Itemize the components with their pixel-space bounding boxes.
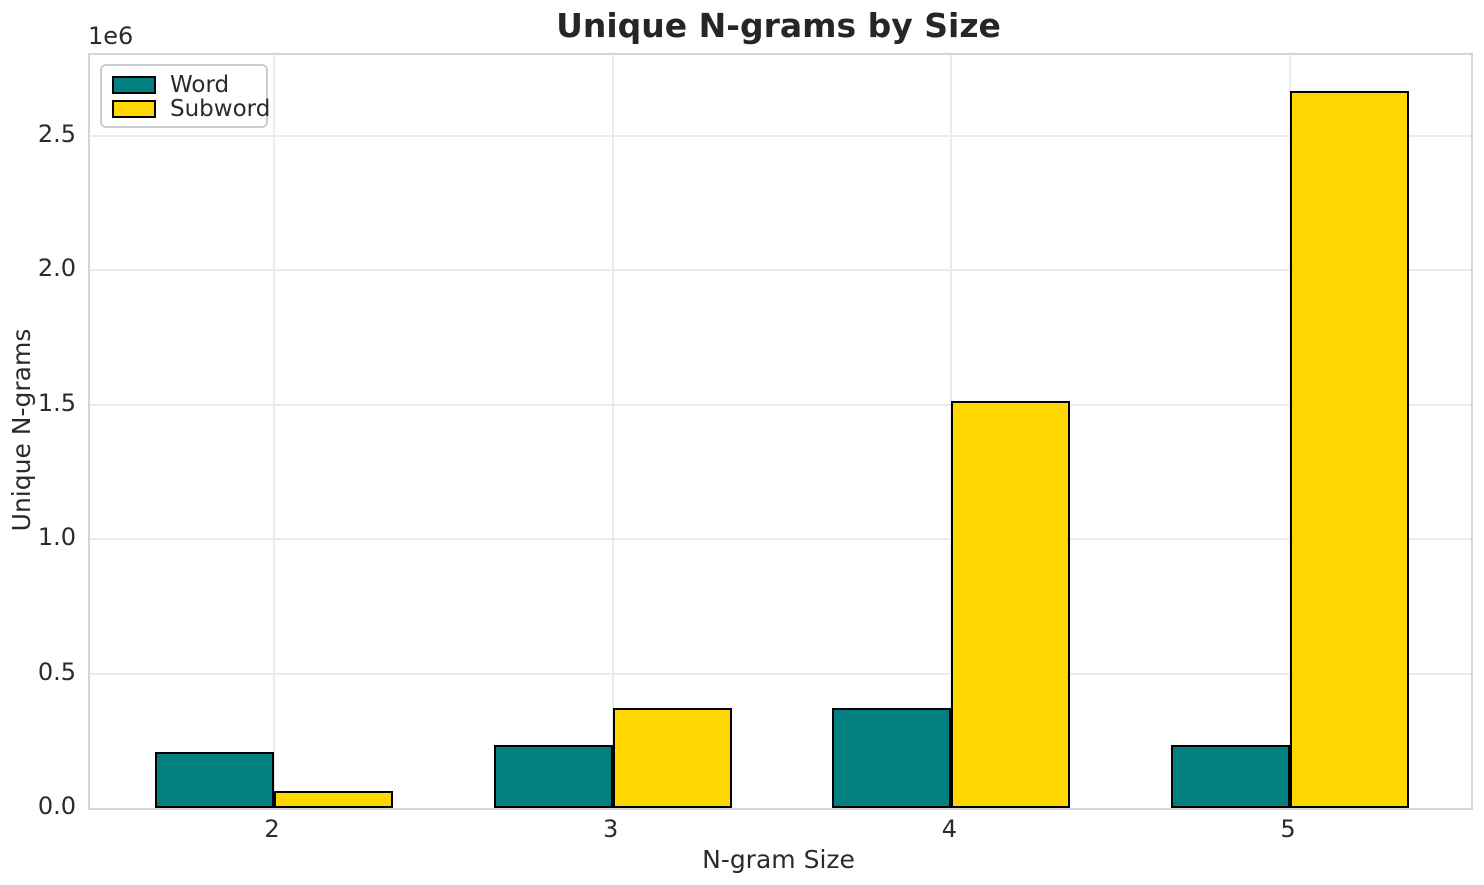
legend-item-word: Word [112, 72, 256, 98]
legend: Word Subword [100, 64, 270, 128]
x-tick-label: 2 [264, 815, 280, 843]
y-tick-label: 1.0 [37, 523, 76, 552]
gridline-v [273, 55, 275, 808]
bar-subword-2 [274, 791, 393, 808]
bar-word-2 [155, 752, 274, 808]
x-tick-label: 4 [941, 815, 957, 843]
y-tick-label: 2.5 [37, 119, 76, 148]
bar-word-3 [493, 745, 613, 808]
bar-word-5 [1171, 745, 1290, 808]
legend-swatch-word [112, 76, 156, 94]
y-axis-offset-label: 1e6 [88, 22, 134, 50]
chart-title: Unique N-grams by Size [556, 6, 1001, 45]
gridline-v [611, 55, 614, 808]
x-tick-label: 5 [1280, 815, 1296, 843]
gridline-h [90, 672, 1471, 675]
legend-label-subword: Subword [170, 96, 271, 122]
legend-swatch-subword [112, 100, 156, 118]
gridline-h [90, 538, 1471, 541]
gridline-h [90, 403, 1471, 406]
y-axis-label: Unique N-grams [7, 328, 36, 532]
bar-subword-5 [1290, 91, 1409, 808]
gridline-h [90, 269, 1471, 272]
x-axis-label: N-gram Size [702, 845, 855, 874]
x-tick-label: 3 [603, 815, 619, 843]
bar-word-4 [832, 708, 952, 808]
y-tick-label: 2.0 [37, 254, 76, 283]
bar-subword-3 [612, 708, 732, 808]
legend-item-subword: Subword [112, 96, 270, 122]
y-tick-label: 0.0 [37, 792, 76, 820]
legend-label-word: Word [170, 72, 230, 98]
y-tick-label: 0.5 [37, 657, 76, 686]
bar-subword-4 [951, 401, 1071, 808]
plot-area [88, 53, 1473, 810]
y-tick-label: 1.5 [37, 388, 76, 417]
gridline-h [90, 134, 1471, 137]
